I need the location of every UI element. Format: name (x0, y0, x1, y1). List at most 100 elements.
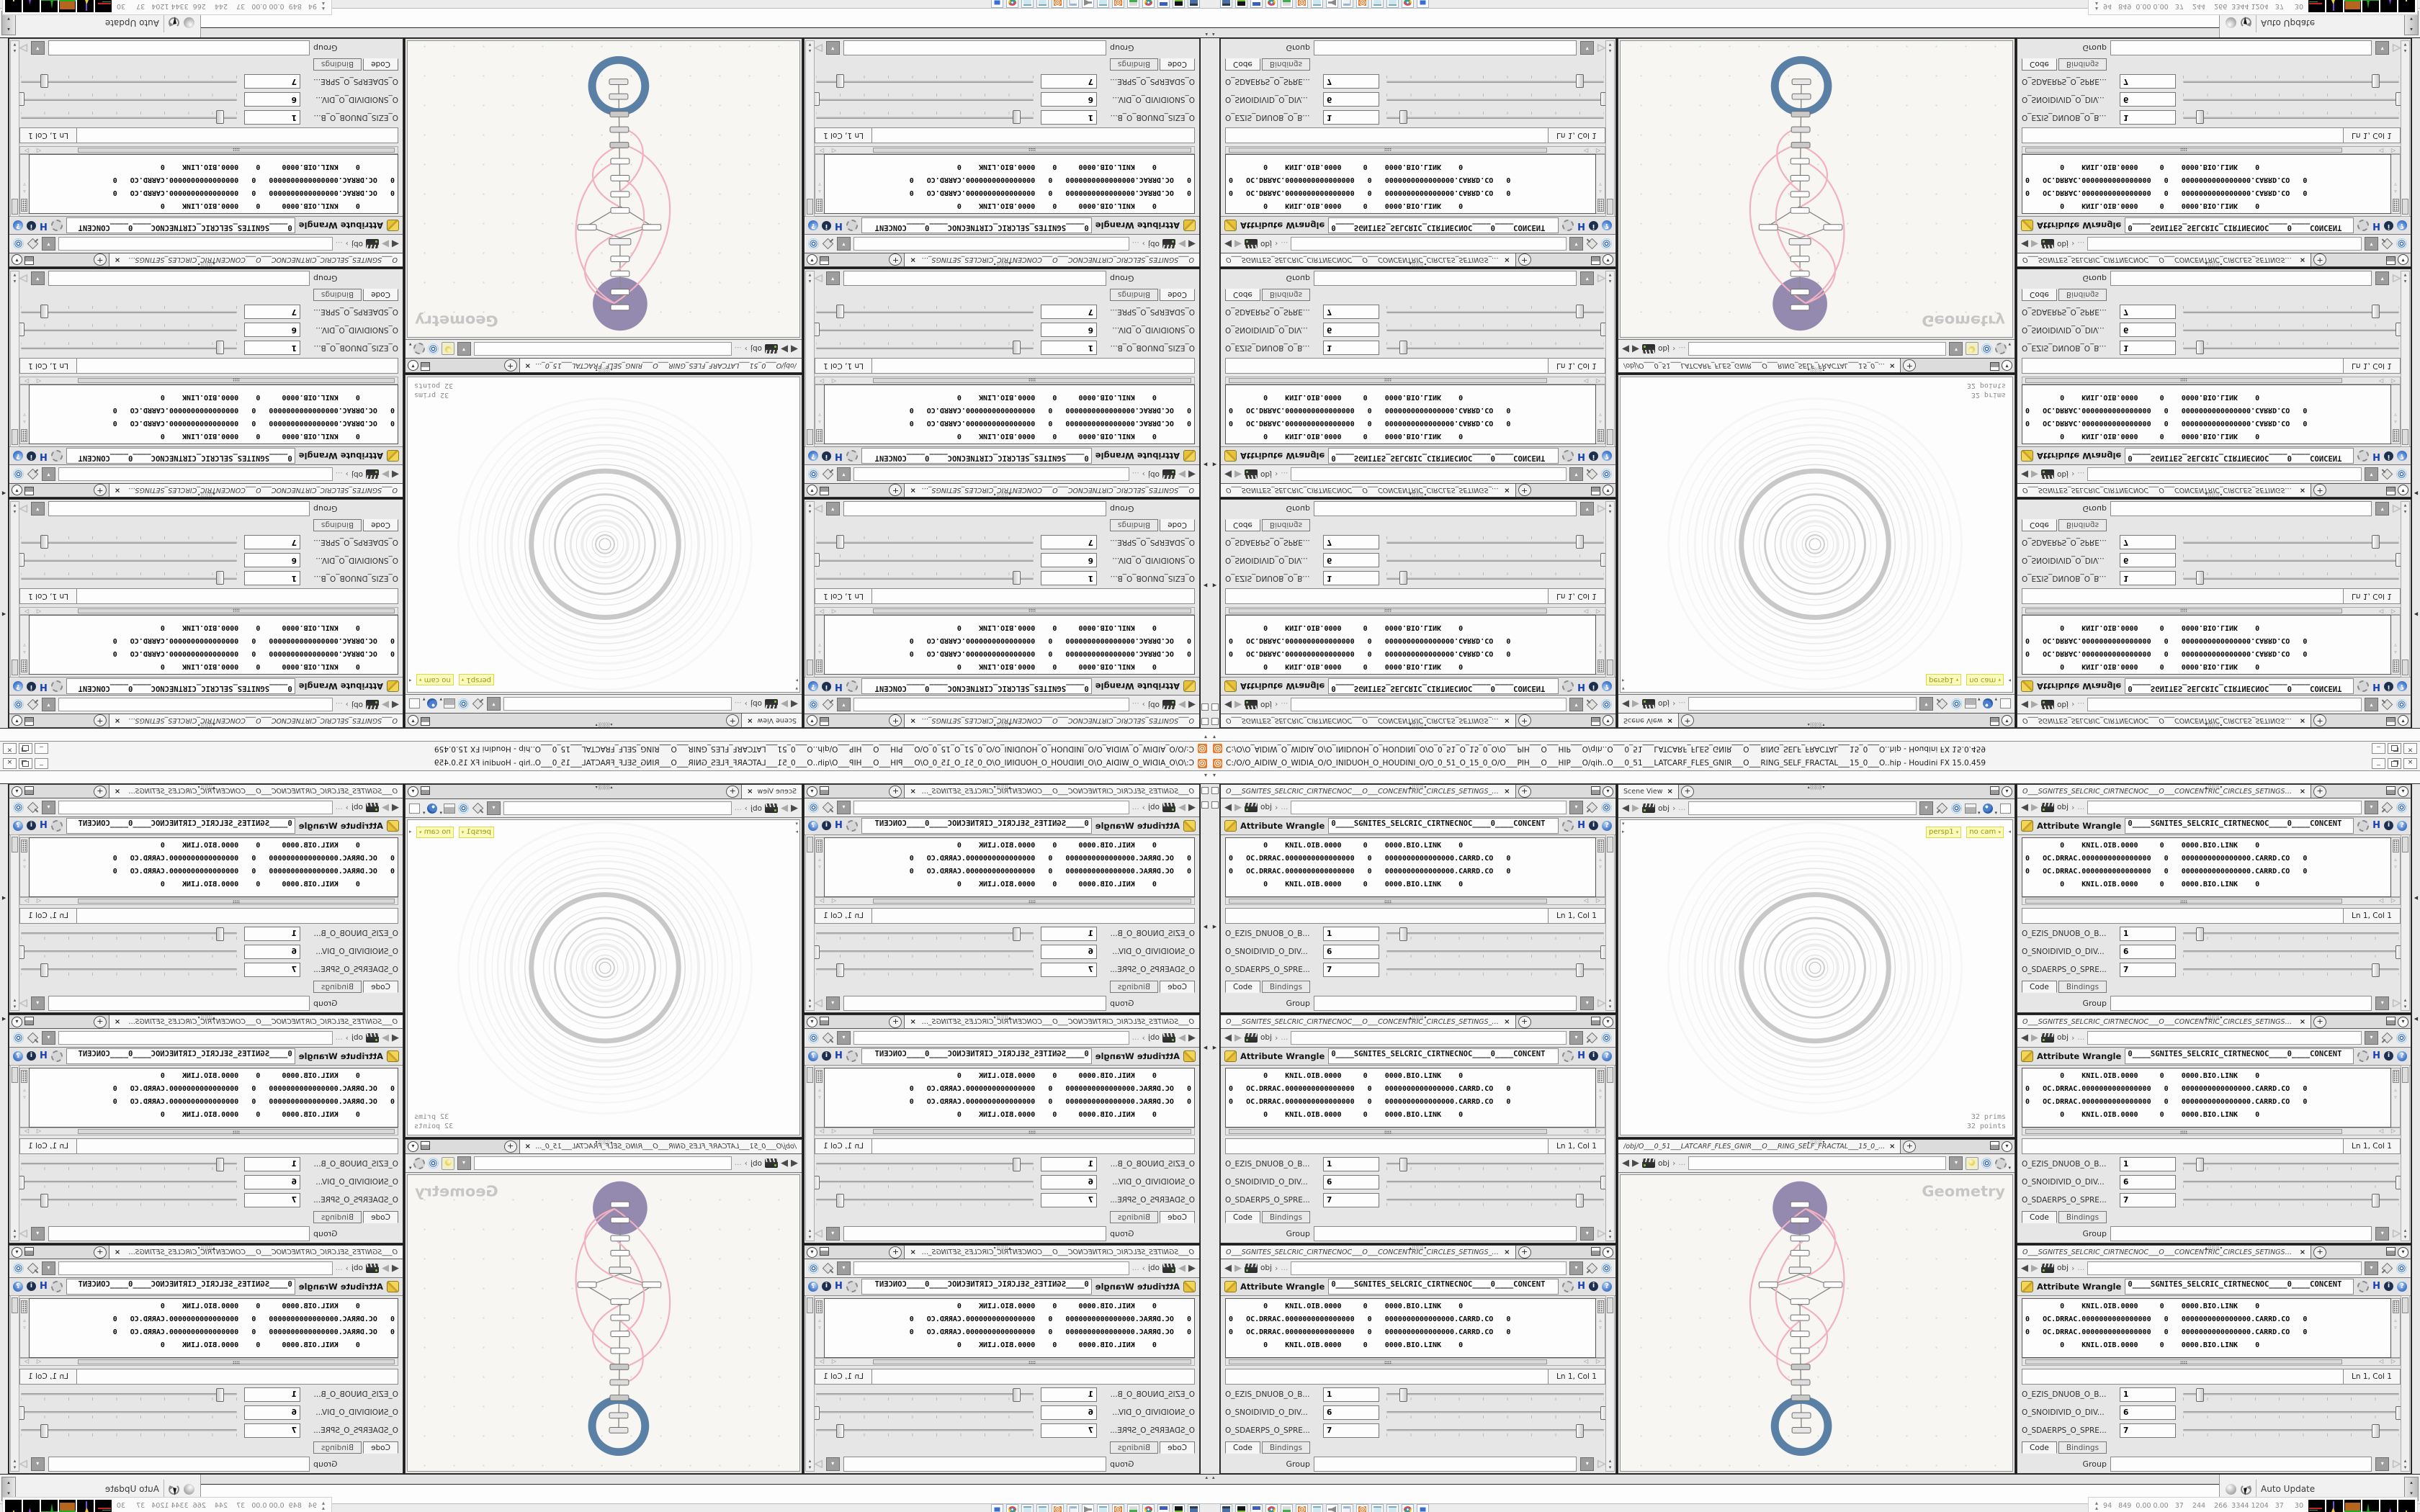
tab-close-icon[interactable]: × (1889, 1143, 1896, 1151)
scrollbar-grip[interactable] (873, 1359, 1191, 1365)
help-icon[interactable]: ? (2397, 820, 2407, 831)
system-monitor-taskbar-icon[interactable] (1188, 1504, 1200, 1512)
splitter-arrow-icon[interactable]: ▶ (1203, 924, 1208, 930)
path-dropdown-button[interactable]: ▾ (2365, 237, 2378, 251)
tab-bindings[interactable]: Bindings (313, 1441, 362, 1454)
slider-thumb[interactable] (1576, 963, 1585, 978)
tab-bindings[interactable]: Bindings (2058, 980, 2107, 993)
pane-menu-button[interactable]: ▾ (1603, 786, 1613, 797)
pane-maximize-button[interactable] (820, 487, 829, 495)
splitter-arrow-icon[interactable]: ◀ (2414, 1016, 2419, 1022)
info-icon[interactable]: i (1589, 681, 1598, 691)
node-path-field[interactable] (58, 1261, 333, 1275)
speaker-taskbar-icon[interactable] (1326, 0, 1338, 8)
nav-forward-icon[interactable]: ▶ (781, 803, 788, 814)
node-name-field[interactable]: 0____SGNITES_SELCRIC_CIRTNECNOC____0____… (2125, 1048, 2354, 1064)
viewport-3d[interactable]: ▾ ▸ ◂ persp1 ▾ no cam ▾ 32 prims 32 poin… (1620, 819, 2013, 1135)
pin-pane-icon[interactable] (1586, 1032, 1598, 1044)
pane-menu-button[interactable]: ▾ (12, 485, 22, 495)
pin-pane-icon[interactable] (822, 801, 834, 814)
pane-splitter-grip[interactable]: ▴░░░▾ (1409, 722, 1428, 727)
group-select-arrow-icon[interactable]: ▷ (815, 503, 823, 515)
snippet-field[interactable] (1225, 127, 1549, 143)
code-textarea[interactable]: 0 KNIL.OIB.0000 0 0000.BIO.LINK 0 0 OC.D… (1225, 1067, 1596, 1128)
calculator-taskbar-icon[interactable] (1341, 1504, 1353, 1512)
radial-menu-icon[interactable] (1981, 1158, 1993, 1169)
parameter-value-field[interactable]: 7 (1041, 304, 1097, 319)
nav-back-icon[interactable]: ◀ (2021, 469, 2028, 480)
system-monitor-taskbar-icon[interactable] (1220, 0, 1232, 8)
chrome-taskbar-icon[interactable] (1402, 0, 1414, 8)
parameter-value-field[interactable]: 1 (1041, 927, 1097, 942)
scrollbar-arrows[interactable]: ▴ ▾ (13, 503, 17, 515)
pane-vertical-scrollbar[interactable]: ▴ ▾ (10, 501, 19, 678)
network-graph-view[interactable]: Geometry (407, 1174, 800, 1472)
group-dropdown-button[interactable]: ▾ (2375, 271, 2390, 286)
context-label[interactable]: obj (1147, 469, 1160, 479)
tab-close-icon[interactable]: × (910, 1248, 916, 1256)
info-icon[interactable]: i (27, 821, 36, 831)
parameter-value-field[interactable]: 1 (1041, 109, 1097, 125)
gear-icon[interactable] (1995, 343, 2007, 355)
code-textarea[interactable]: 0 KNIL.OIB.0000 0 0000.BIO.LINK 0 0 OC.D… (2022, 1297, 2391, 1358)
group-dropdown-button[interactable]: ▾ (1580, 1457, 1595, 1471)
context-clapboard-icon[interactable] (1162, 239, 1175, 249)
context-clapboard-icon[interactable] (765, 804, 778, 813)
new-tab-button[interactable]: + (93, 714, 107, 726)
code-horizontal-scrollbar[interactable]: ◁ ▷ (1225, 1357, 1605, 1367)
scrollbar-arrows[interactable]: ▴ ▾ (808, 1228, 812, 1240)
code-vertical-scrollbar[interactable] (1596, 837, 1605, 897)
group-input[interactable] (2110, 995, 2372, 1011)
nav-back-icon[interactable]: ◀ (1622, 803, 1629, 814)
parameter-value-field[interactable]: 6 (2120, 91, 2176, 107)
nav-forward-icon[interactable]: ▶ (2031, 469, 2038, 480)
tab-parameters[interactable]: O___SGNITES_SELCRIC_CIRTNECNOC___O___CON… (2017, 714, 2312, 727)
code-horizontal-scrollbar[interactable]: ◁ ▷ (815, 376, 1195, 385)
pane-maximize-button[interactable] (1990, 1141, 1999, 1150)
context-label[interactable]: obj (1658, 699, 1670, 708)
nav-forward-icon[interactable]: ▶ (382, 1262, 389, 1274)
tab-close-icon[interactable]: × (1889, 361, 1896, 369)
context-label[interactable]: obj (351, 803, 363, 812)
tab-close-icon[interactable]: × (1504, 486, 1510, 495)
code-horizontal-scrollbar[interactable]: ◁ ▷ (2022, 376, 2401, 385)
code-horizontal-scrollbar[interactable]: ◁ ▷ (815, 1357, 1195, 1367)
node-path-field[interactable] (1688, 801, 1917, 815)
scroll-arrows[interactable]: ◁ ▷ (22, 1357, 41, 1364)
parameter-slider[interactable] (1385, 1387, 1605, 1403)
context-clapboard-icon[interactable] (1642, 804, 1655, 813)
pane-menu-button[interactable]: ▾ (807, 1247, 817, 1258)
pane-vertical-scrollbar[interactable]: ▴ ▾ (2401, 501, 2410, 678)
close-button[interactable]: × (3, 743, 17, 755)
radial-menu-icon[interactable] (458, 698, 470, 709)
context-label[interactable]: obj (1260, 1264, 1273, 1273)
group-select-arrow-icon[interactable]: ▷ (2393, 42, 2401, 54)
node-path-field[interactable] (58, 698, 333, 712)
context-clapboard-icon[interactable] (1642, 1158, 1655, 1168)
scrollbar-arrows[interactable]: ▴ ▾ (13, 997, 17, 1009)
refresh-icon[interactable] (2241, 1483, 2251, 1495)
gear-icon[interactable] (846, 680, 858, 693)
tab-bindings[interactable]: Bindings (1261, 1210, 1311, 1223)
image-viewer-taskbar-icon[interactable] (1127, 0, 1139, 8)
nav-forward-icon[interactable]: ▶ (1234, 469, 1242, 480)
tab-parameters[interactable]: O___SGNITES_SELCRIC_CIRTNECNOC___O___CON… (904, 1015, 1199, 1029)
radial-menu-icon[interactable] (1601, 238, 1612, 250)
snippet-field[interactable] (2022, 127, 2344, 143)
node-path-field[interactable] (503, 801, 732, 815)
node-name-field[interactable]: 0____SGNITES_SELCRIC_CIRTNECNOC____0____… (1328, 217, 1559, 234)
snippet-field[interactable] (871, 1138, 1195, 1155)
code-horizontal-scrollbar[interactable]: ◁ ▷ (815, 606, 1195, 616)
vex-code-editor[interactable]: 0 KNIL.OIB.0000 0 0000.BIO.LINK 0 0 OC.D… (1225, 1297, 1605, 1358)
pane-vertical-scrollbar[interactable]: ▴ ▾ (1605, 834, 1615, 1011)
slider-thumb[interactable] (215, 1158, 224, 1172)
houdini-taskbar-icon[interactable] (1296, 1504, 1308, 1512)
scroll-arrows[interactable]: ◁ ▷ (817, 378, 836, 385)
scroll-arrows[interactable]: ◁ ▷ (2379, 378, 2398, 385)
code-horizontal-scrollbar[interactable]: ◁ ▷ (1225, 606, 1605, 616)
path-dropdown-button[interactable]: ▾ (2365, 1261, 2378, 1275)
path-dropdown-button[interactable]: ▾ (2365, 800, 2378, 814)
chrome-taskbar-icon[interactable] (1006, 0, 1018, 8)
new-tab-button[interactable]: + (1518, 786, 1531, 798)
image-viewer-taskbar-icon[interactable] (1281, 0, 1293, 8)
